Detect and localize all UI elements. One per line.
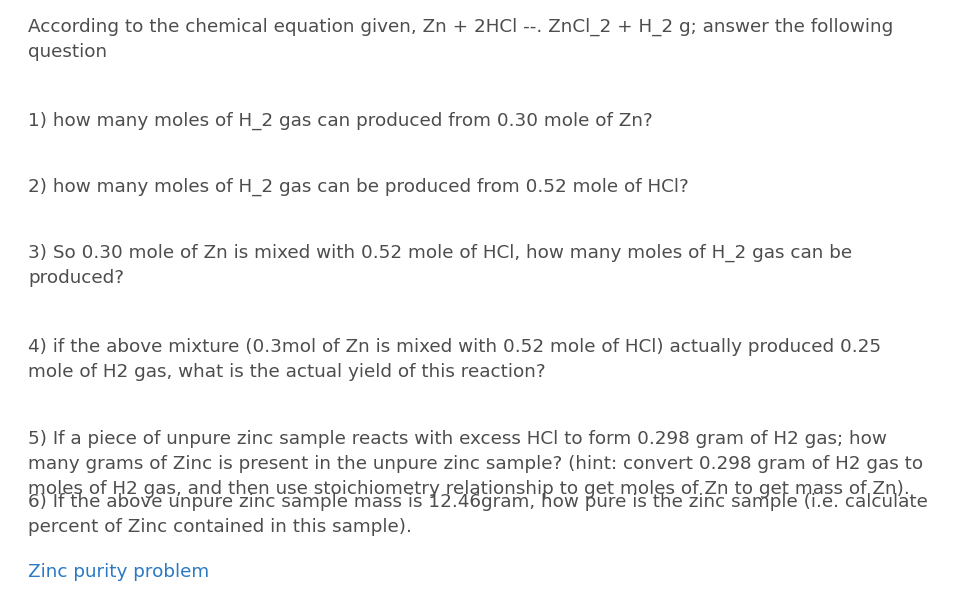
Text: 5) If a piece of unpure zinc sample reacts with excess HCl to form 0.298 gram of: 5) If a piece of unpure zinc sample reac… (28, 430, 922, 498)
Text: 2) how many moles of H_2 gas can be produced from 0.52 mole of HCl?: 2) how many moles of H_2 gas can be prod… (28, 178, 688, 196)
Text: According to the chemical equation given, Zn + 2HCl --. ZnCl_2 + H_2 g; answer t: According to the chemical equation given… (28, 18, 892, 62)
Text: 1) how many moles of H_2 gas can produced from 0.30 mole of Zn?: 1) how many moles of H_2 gas can produce… (28, 112, 652, 130)
Text: 4) if the above mixture (0.3mol of Zn is mixed with 0.52 mole of HCl) actually p: 4) if the above mixture (0.3mol of Zn is… (28, 338, 880, 381)
Text: 3) So 0.30 mole of Zn is mixed with 0.52 mole of HCl, how many moles of H_2 gas : 3) So 0.30 mole of Zn is mixed with 0.52… (28, 244, 851, 287)
Text: 6) If the above unpure zinc sample mass is 12.46gram, how pure is the zinc sampl: 6) If the above unpure zinc sample mass … (28, 493, 927, 536)
Text: Zinc purity problem: Zinc purity problem (28, 563, 209, 581)
